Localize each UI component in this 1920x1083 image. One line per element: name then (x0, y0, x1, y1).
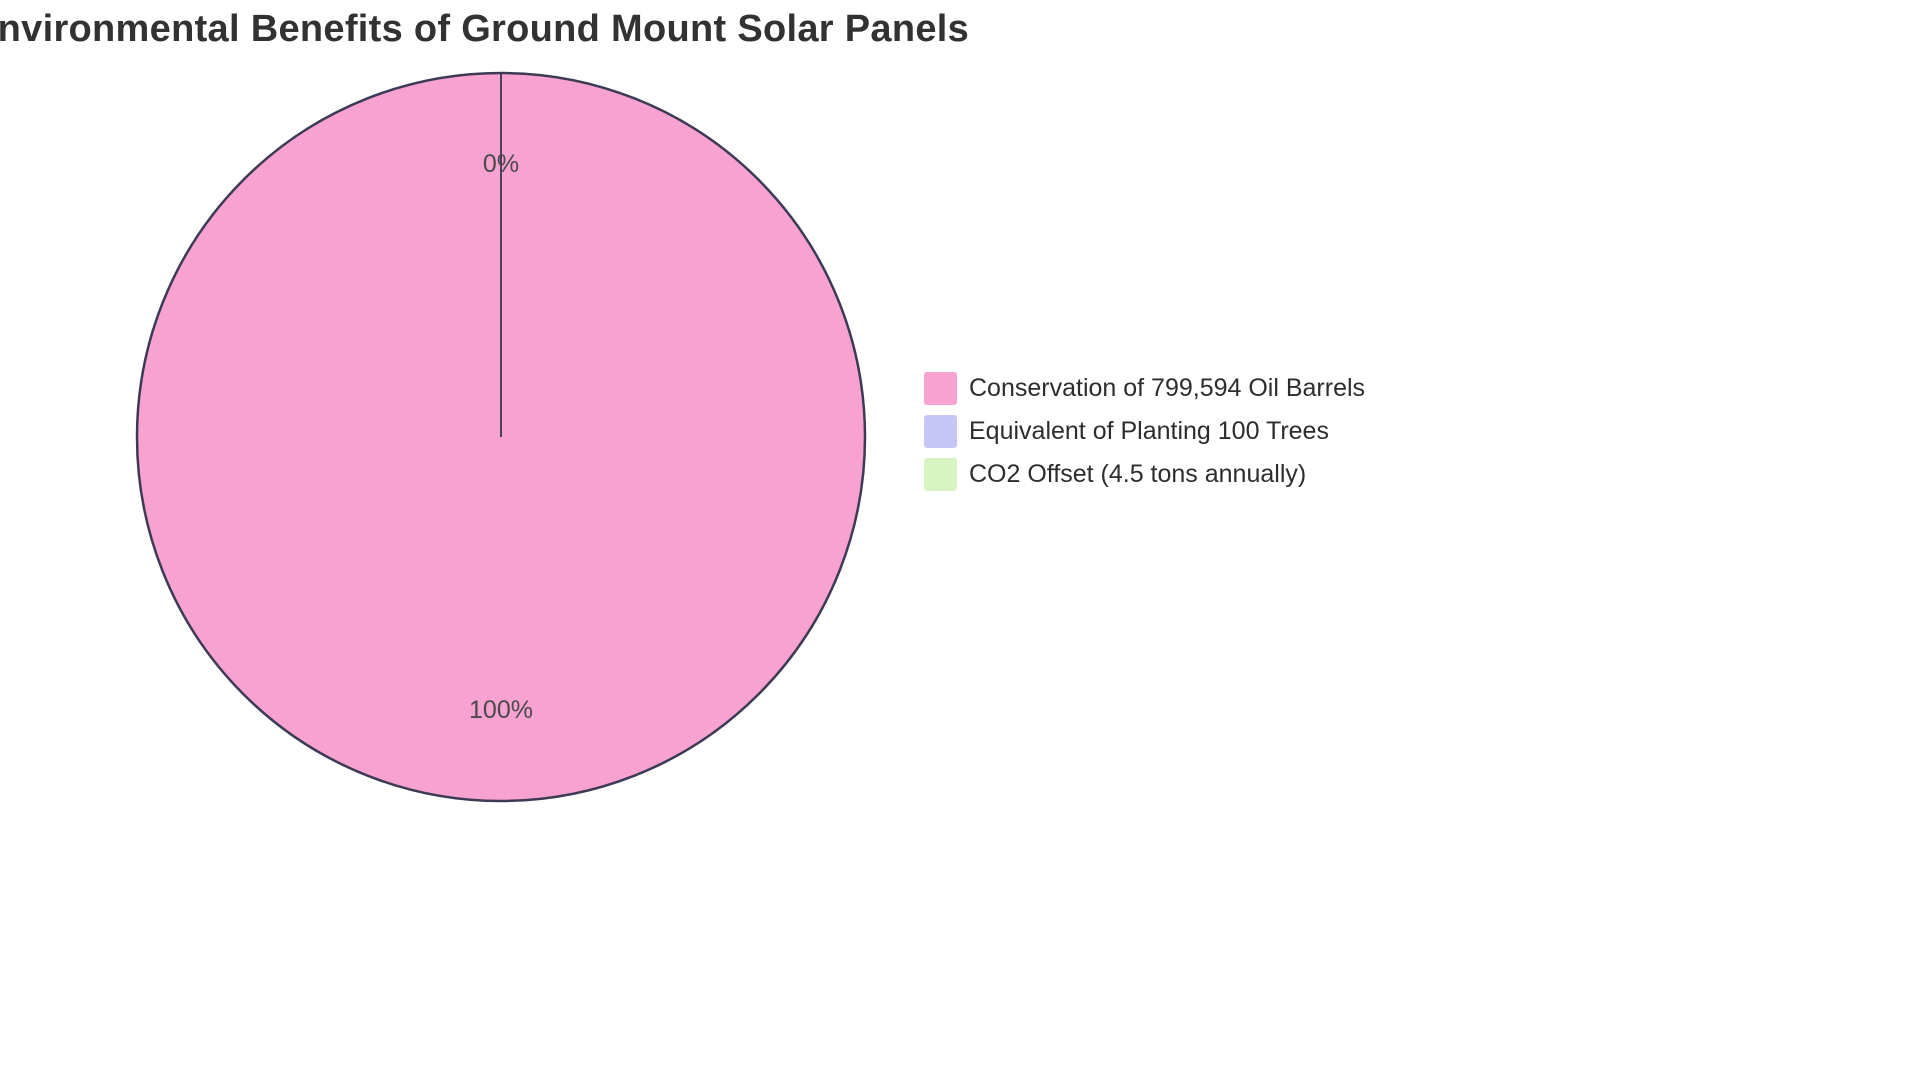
legend-item: Equivalent of Planting 100 Trees (924, 415, 1365, 448)
legend-item: CO2 Offset (4.5 tons annually) (924, 458, 1365, 491)
percent-label: 100% (469, 696, 533, 724)
legend-swatch (924, 372, 957, 405)
legend-swatch (924, 458, 957, 491)
legend: Conservation of 799,594 Oil Barrels Equiv… (924, 372, 1365, 491)
chart-title: Environmental Benefits of Ground Mount S… (0, 8, 970, 50)
legend-label: Conservation of 799,594 Oil Barrels (969, 374, 1366, 402)
legend-label: CO2 Offset (4.5 tons annually) (969, 460, 1307, 488)
legend-swatch (924, 415, 957, 448)
percent-label: 0% (483, 150, 519, 178)
legend-item: Conservation of 799,594 Oil Barrels (924, 372, 1365, 405)
legend-label: Equivalent of Planting 100 Trees (969, 417, 1329, 445)
